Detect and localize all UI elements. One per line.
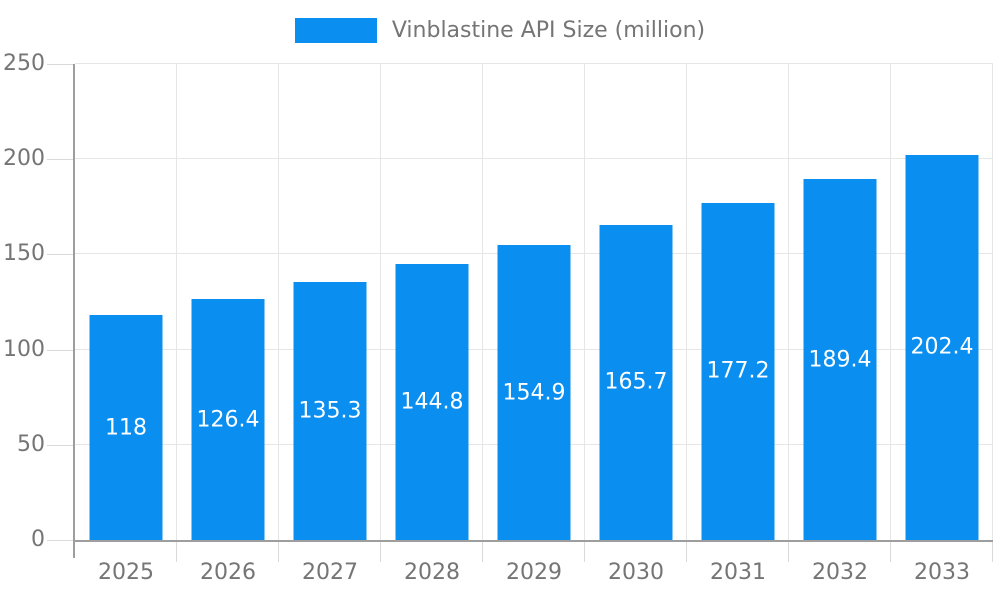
x-axis-tick [992,542,993,562]
legend: Vinblastine API Size (million) [0,18,1000,43]
bar[interactable]: 118 [89,315,163,540]
v-gridline [992,64,993,540]
x-axis-tick [481,542,483,562]
x-axis-tick [175,542,177,562]
x-tick-label: 2033 [914,560,970,585]
y-tick-label: 100 [3,336,45,362]
y-tick-label: 50 [17,431,45,457]
bar[interactable]: 202.4 [905,154,979,540]
v-gridline [175,64,177,540]
v-gridline [889,64,891,540]
bar-value-label: 135.3 [298,398,362,424]
bar[interactable]: 154.9 [497,245,571,540]
y-axis-line-extension [73,540,75,558]
plot-area: 0 50 100 150 200 250 2025 118 2026 126.4 2027 135.3… [3,51,993,585]
y-axis-tick [47,159,73,161]
v-gridline [379,64,381,540]
y-axis-tick [47,64,73,65]
bar[interactable]: 135.3 [293,282,367,540]
x-tick-label: 2025 [98,560,154,585]
bar-value-label: 189.4 [808,347,872,373]
x-axis-tick [277,542,279,562]
bar-value-label: 177.2 [706,358,770,384]
h-gridline [75,158,993,160]
y-axis-tick [47,349,73,351]
legend-label: Vinblastine API Size (million) [391,18,706,43]
x-tick-label: 2027 [302,560,358,585]
bar[interactable]: 165.7 [599,224,673,540]
y-axis-tick [47,254,73,256]
v-gridline [584,64,585,540]
x-axis-tick [584,542,585,562]
bar[interactable]: 126.4 [191,299,265,540]
y-axis-tick [47,444,73,446]
y-tick-label: 200 [3,146,45,172]
x-axis-tick [379,542,381,562]
x-tick-label: 2032 [812,560,868,585]
v-gridline [481,64,483,540]
bar-value-label: 118 [105,415,147,441]
x-tick-label: 2030 [608,560,664,585]
bar-value-label: 126.4 [196,407,260,433]
y-tick-label: 250 [3,51,45,76]
bar-value-label: 154.9 [502,380,566,406]
h-gridline [75,63,993,64]
x-tick-label: 2031 [710,560,766,585]
bar[interactable]: 189.4 [803,179,877,540]
x-tick-label: 2026 [199,560,256,585]
bar[interactable]: 177.2 [701,202,775,540]
x-axis-tick [889,542,891,562]
bar-value-label: 202.4 [910,334,974,360]
y-tick-label: 150 [3,241,45,267]
legend-swatch [294,18,377,43]
x-axis-tick [788,542,789,562]
x-axis-tick [685,542,687,562]
x-tick-label: 2028 [404,560,460,585]
v-gridline [277,64,279,540]
y-tick-label: 0 [31,527,45,552]
y-axis-tick [47,540,73,541]
v-gridline [788,64,789,540]
bar-value-label: 165.7 [604,369,668,395]
bar[interactable]: 144.8 [395,264,469,540]
legend-item[interactable]: Vinblastine API Size (million) [294,18,706,43]
x-tick-label: 2029 [506,560,562,585]
v-gridline [685,64,687,540]
bar-value-label: 144.8 [400,389,464,415]
